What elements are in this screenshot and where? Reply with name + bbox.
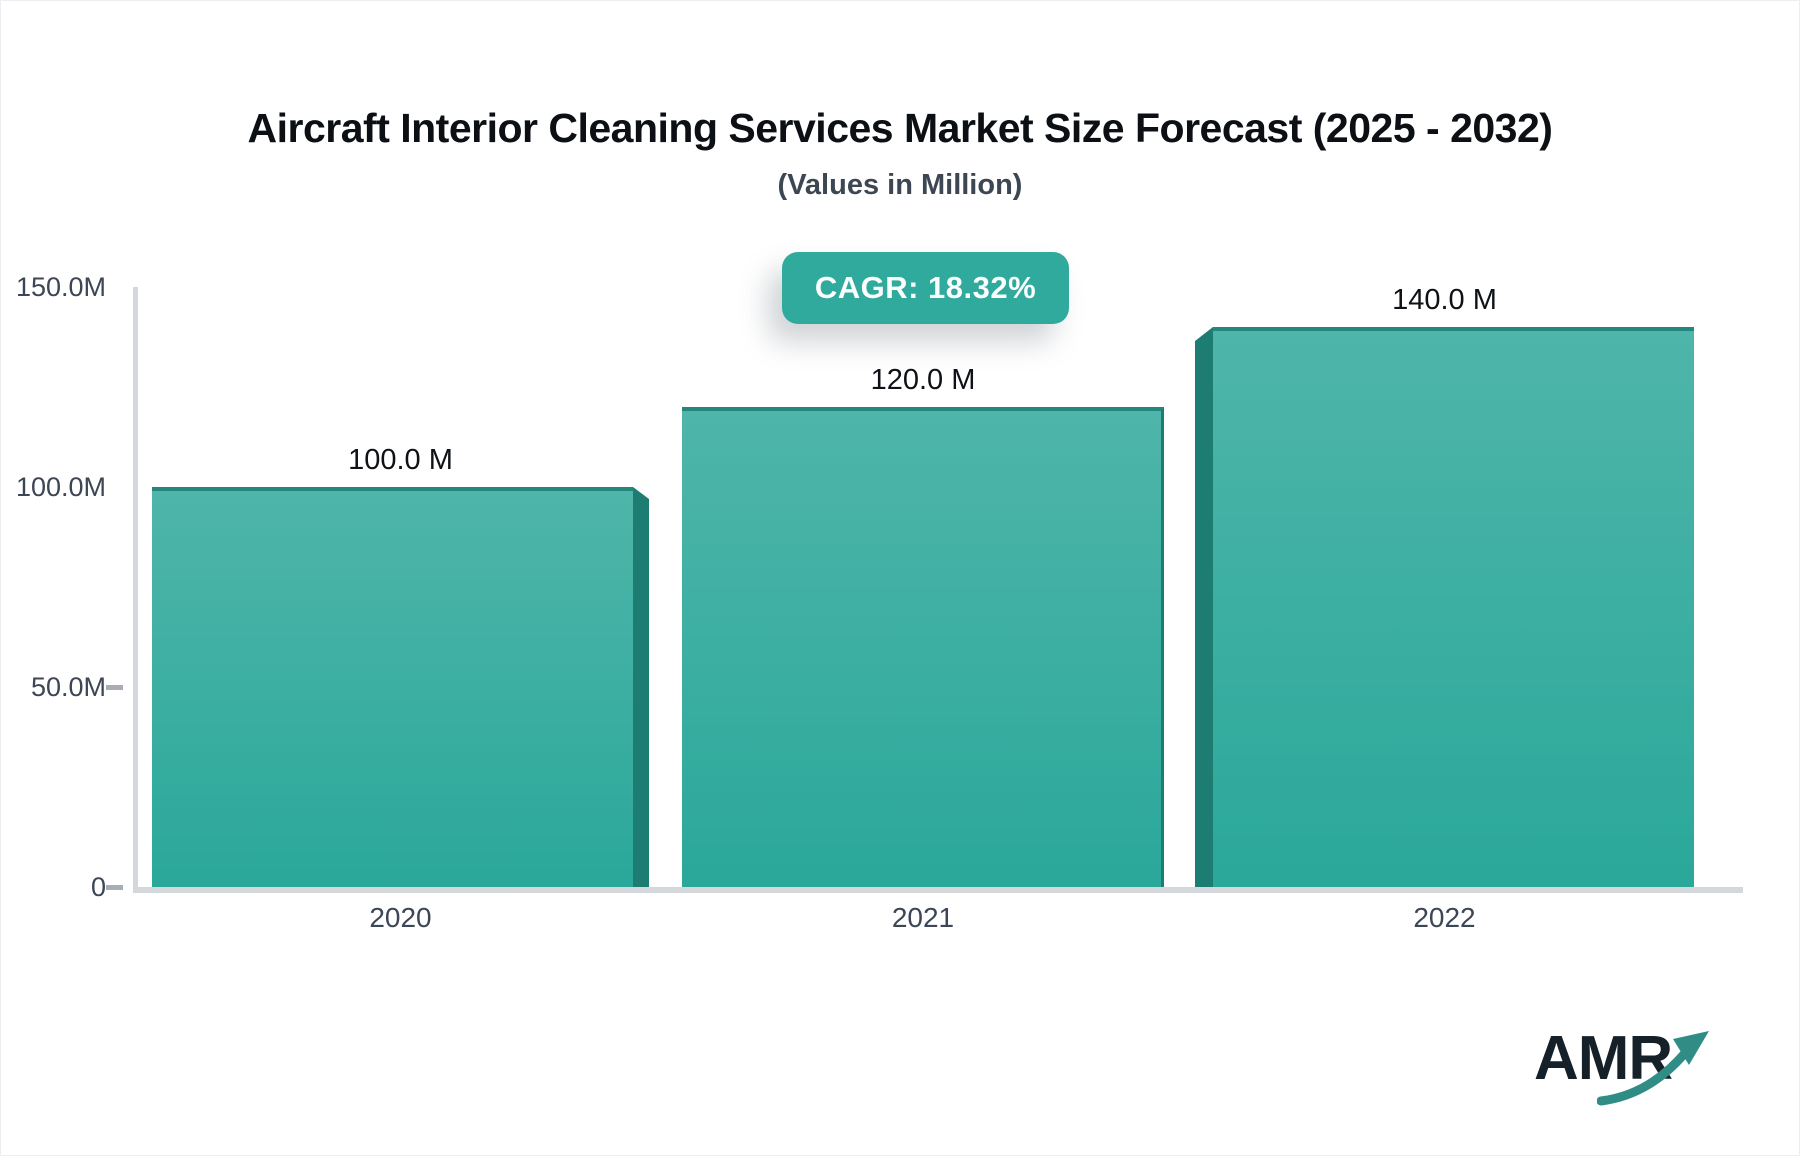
bar-value-label-2020: 100.0 M (348, 444, 453, 476)
cagr-badge-label: CAGR: 18.32% (814, 270, 1037, 305)
bar-2022: 140.0 M 2022 (1195, 1, 1694, 1155)
chart-subtitle: (Values in Million) (777, 169, 1023, 201)
y-axis-tick-mark-50m (106, 685, 123, 690)
y-axis-tick-label-50m: 50.0M (30, 672, 106, 702)
x-axis-label-2020: 2020 (369, 902, 432, 933)
bar-value-label-2021: 120.0 M (870, 364, 976, 396)
bar-face-2020 (152, 487, 633, 887)
y-axis-line (133, 287, 138, 893)
bar-side-face-2022 (1195, 327, 1213, 887)
bar-2020: 100.0 M 2020 (152, 1, 649, 1155)
bar-face-2021 (682, 407, 1164, 887)
chart-title: Aircraft Interior Cleaning Services Mark… (247, 105, 1553, 151)
growth-arrow-icon (1597, 1031, 1709, 1106)
bar-face-2022 (1213, 327, 1694, 887)
x-axis-label-2022: 2022 (1413, 902, 1476, 933)
x-axis-baseline (133, 887, 1743, 893)
y-axis-tick-mark-0 (106, 885, 123, 890)
bar-value-label-2022: 140.0 M (1392, 284, 1497, 316)
x-axis-label-2021: 2021 (891, 902, 955, 933)
y-axis-tick-label-150m: 150.0M (15, 272, 106, 302)
y-axis-tick-label-100m: 100.0M (15, 472, 106, 502)
bar-2021: 120.0 M 2021 (682, 1, 1164, 1155)
cagr-badge: CAGR: 18.32% (782, 252, 1069, 324)
bar-side-face-2020 (633, 487, 649, 887)
y-axis-tick-label-0: 0 (90, 872, 106, 902)
